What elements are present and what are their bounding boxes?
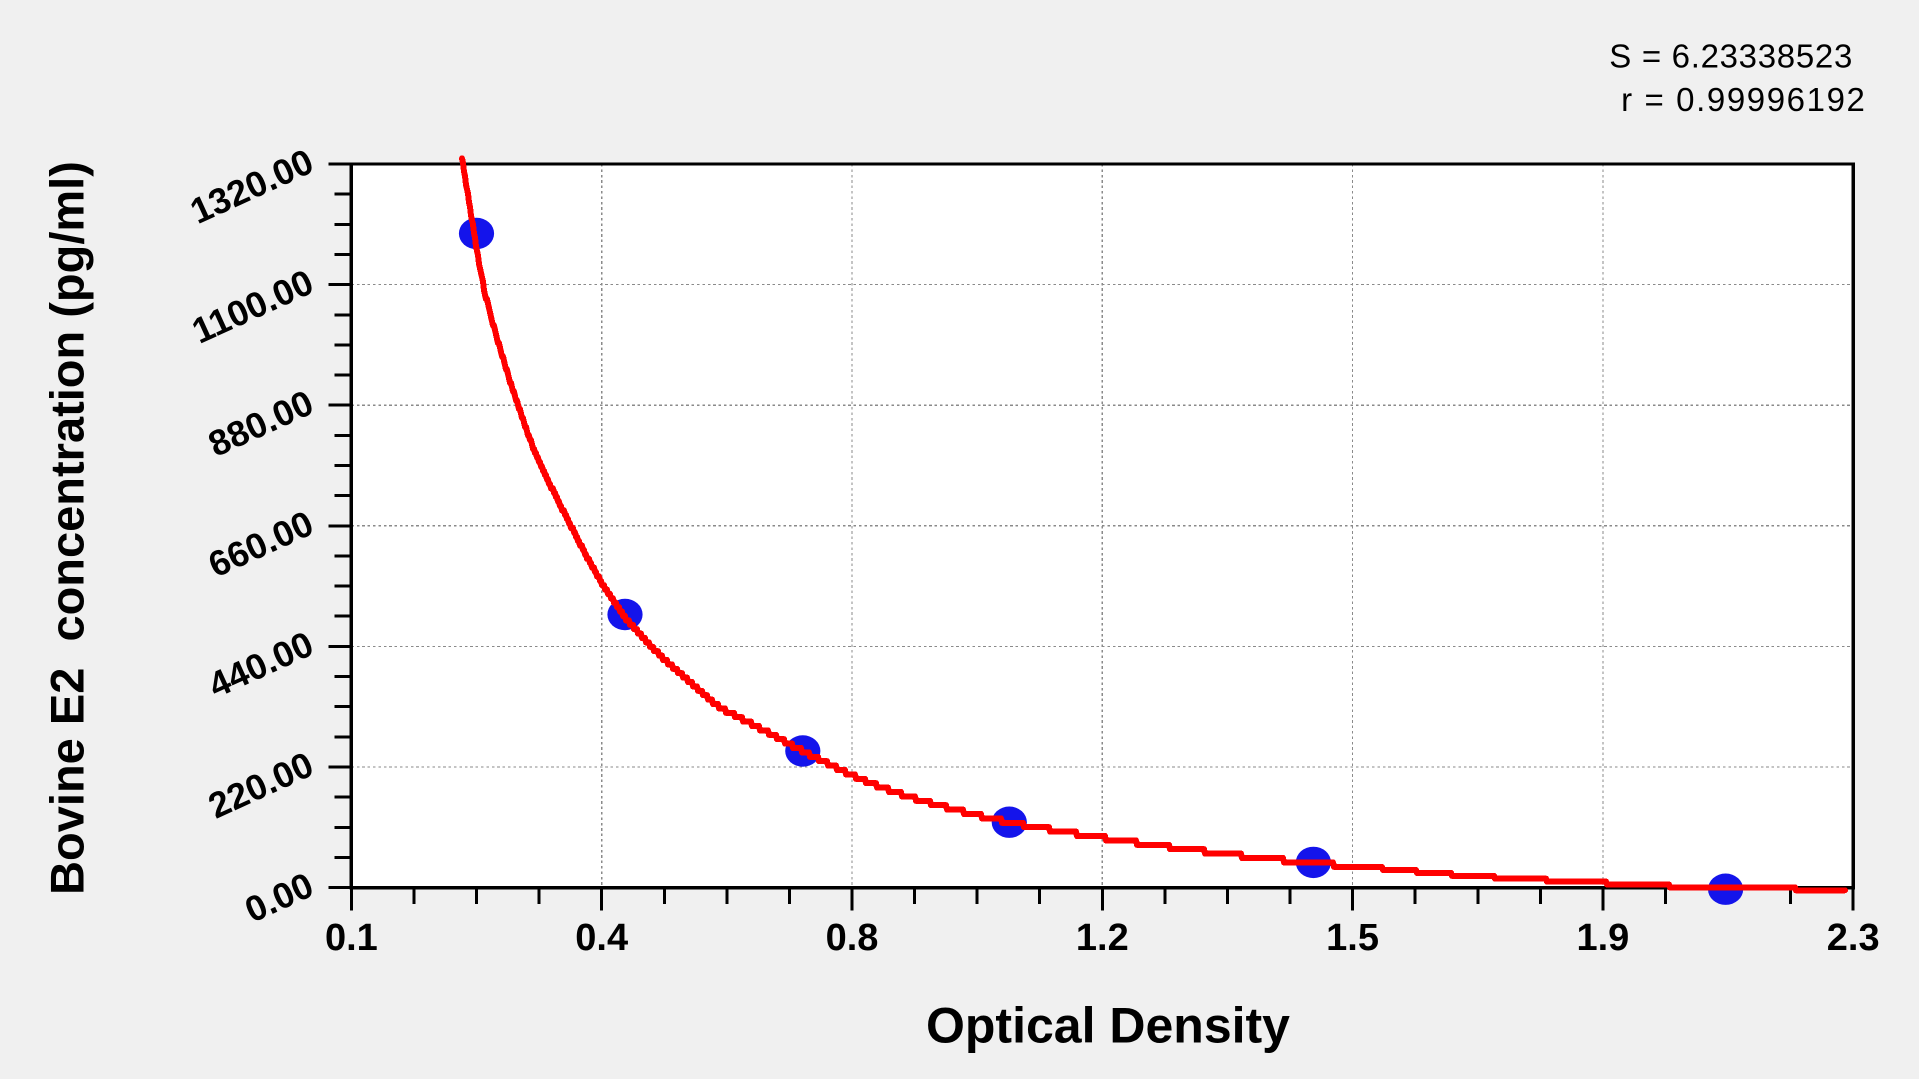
svg-text:0.4: 0.4 [575, 917, 628, 959]
svg-text:1.5: 1.5 [1326, 917, 1379, 959]
svg-text:S = 6.23338523: S = 6.23338523 [1609, 38, 1853, 75]
svg-text:r = 0.99996192: r = 0.99996192 [1621, 81, 1866, 118]
svg-text:0.8: 0.8 [826, 917, 879, 959]
svg-text:2.3: 2.3 [1827, 917, 1880, 959]
svg-text:1.2: 1.2 [1076, 917, 1129, 959]
svg-text:Optical Density: Optical Density [926, 998, 1290, 1054]
svg-text:1.9: 1.9 [1576, 917, 1629, 959]
svg-text:Bovine E2 concentration (pg/m: Bovine E2 concentration (pg/ml) [41, 161, 94, 895]
svg-text:0.1: 0.1 [325, 917, 378, 959]
